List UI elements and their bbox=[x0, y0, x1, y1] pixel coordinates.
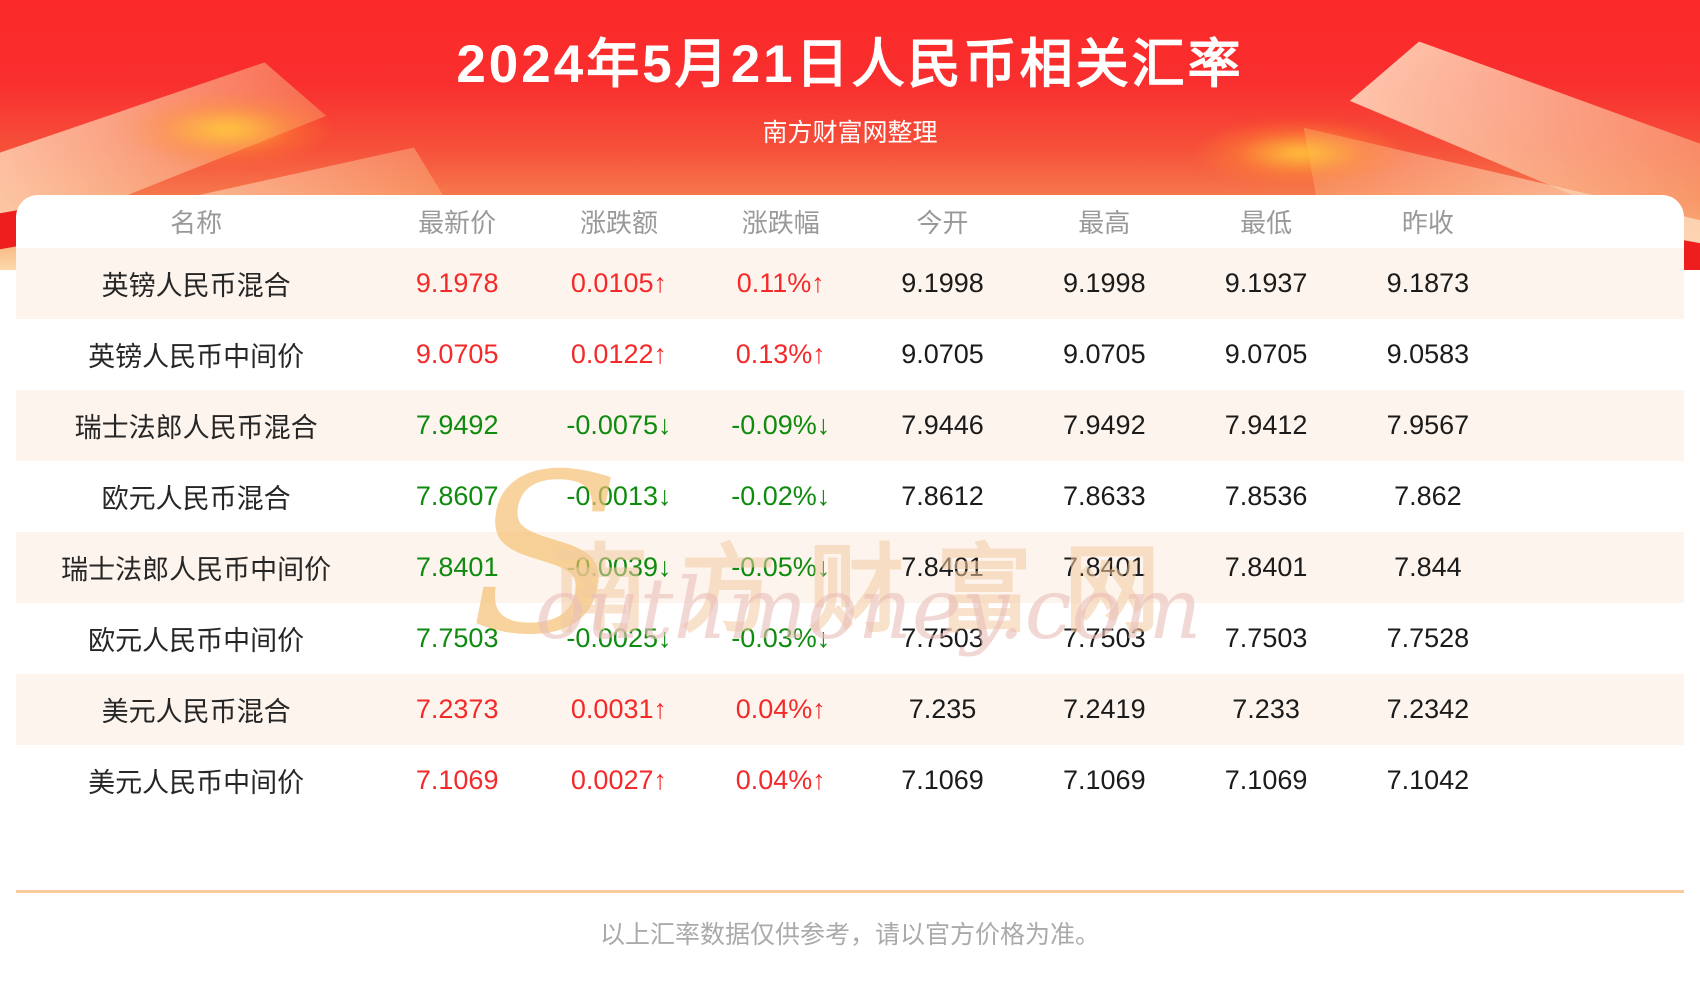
cell-low: 7.8536 bbox=[1224, 481, 1308, 511]
cell-change: 0.0105↑ bbox=[570, 268, 667, 298]
table-row: 美元人民币中间价 7.1069 0.0027↑ 0.04%↑ 7.1069 7.… bbox=[16, 745, 1684, 816]
column-header-name: 名称 bbox=[170, 208, 223, 238]
cell-change: 0.0027↑ bbox=[570, 765, 667, 795]
cell-latest: 9.1978 bbox=[415, 268, 499, 298]
cell-name: 瑞士法郎人民币中间价 bbox=[61, 555, 332, 585]
cell-latest: 7.7503 bbox=[415, 623, 499, 653]
cell-name: 美元人民币中间价 bbox=[88, 768, 305, 798]
cell-prev-close: 7.862 bbox=[1394, 481, 1462, 511]
cell-name: 欧元人民币混合 bbox=[101, 484, 291, 514]
cell-prev-close: 9.1873 bbox=[1386, 268, 1470, 298]
table-row: 欧元人民币混合 7.8607 -0.0013↓ -0.02%↓ 7.8612 7… bbox=[16, 461, 1684, 532]
cell-low: 7.7503 bbox=[1224, 623, 1308, 653]
cell-open: 7.8612 bbox=[901, 481, 984, 511]
page-title: 2024年5月21日人民币相关汇率 bbox=[456, 35, 1244, 94]
gold-glow-right bbox=[1190, 118, 1410, 188]
cell-change: -0.0013↓ bbox=[566, 481, 672, 511]
cell-high: 7.8401 bbox=[1063, 552, 1146, 582]
cell-open: 7.235 bbox=[908, 694, 977, 724]
cell-open: 9.0705 bbox=[901, 339, 984, 369]
cell-latest: 7.1069 bbox=[415, 765, 499, 795]
cell-change-pct: -0.02%↓ bbox=[731, 481, 831, 511]
table-header-row: 名称 最新价 涨跌额 涨跌幅 今开 最高 最低 昨收 bbox=[16, 195, 1684, 248]
cell-prev-close: 7.844 bbox=[1394, 552, 1462, 582]
cell-latest: 7.8607 bbox=[415, 481, 499, 511]
cell-change-pct: 0.11%↑ bbox=[736, 268, 825, 298]
cell-latest: 7.8401 bbox=[415, 552, 499, 582]
column-header-high: 最高 bbox=[1078, 208, 1131, 238]
disclaimer-note: 以上汇率数据仅供参考，请以官方价格为准。 bbox=[16, 890, 1684, 951]
cell-high: 9.1998 bbox=[1063, 268, 1146, 298]
cell-change: -0.0025↓ bbox=[566, 623, 672, 653]
table-row: 美元人民币混合 7.2373 0.0031↑ 0.04%↑ 7.235 7.24… bbox=[16, 674, 1684, 745]
cell-high: 7.2419 bbox=[1063, 694, 1146, 724]
cell-high: 7.8633 bbox=[1063, 481, 1146, 511]
cell-change-pct: 0.13%↑ bbox=[735, 339, 826, 369]
cell-open: 7.9446 bbox=[901, 410, 984, 440]
cell-prev-close: 9.0583 bbox=[1386, 339, 1470, 369]
cell-high: 9.0705 bbox=[1063, 339, 1146, 369]
page-subtitle: 南方财富网整理 bbox=[762, 119, 938, 147]
cell-prev-close: 7.7528 bbox=[1386, 623, 1470, 653]
cell-high: 7.1069 bbox=[1063, 765, 1146, 795]
cell-change: 0.0122↑ bbox=[570, 339, 667, 369]
cell-low: 7.233 bbox=[1232, 694, 1300, 724]
cell-latest: 9.0705 bbox=[415, 339, 499, 369]
cell-change-pct: -0.09%↓ bbox=[731, 410, 831, 440]
cell-prev-close: 7.2342 bbox=[1386, 694, 1470, 724]
cell-change: -0.0075↓ bbox=[566, 410, 672, 440]
cell-change: 0.0031↑ bbox=[570, 694, 667, 724]
cell-high: 7.7503 bbox=[1063, 623, 1146, 653]
cell-low: 7.8401 bbox=[1224, 552, 1308, 582]
cell-change: -0.0039↓ bbox=[566, 552, 672, 582]
cell-low: 9.0705 bbox=[1224, 339, 1308, 369]
table-row: 欧元人民币中间价 7.7503 -0.0025↓ -0.03%↓ 7.7503 … bbox=[16, 603, 1684, 674]
cell-prev-close: 7.1042 bbox=[1386, 765, 1470, 795]
cell-change-pct: 0.04%↑ bbox=[735, 694, 826, 724]
cell-prev-close: 7.9567 bbox=[1386, 410, 1470, 440]
cell-low: 7.9412 bbox=[1224, 410, 1308, 440]
gold-glow-left bbox=[120, 92, 335, 167]
cell-high: 7.9492 bbox=[1063, 410, 1146, 440]
cell-change-pct: -0.03%↓ bbox=[731, 623, 831, 653]
column-header-prev-close: 昨收 bbox=[1401, 208, 1454, 238]
cell-latest: 7.9492 bbox=[415, 410, 499, 440]
cell-name: 欧元人民币中间价 bbox=[88, 626, 305, 656]
cell-open: 9.1998 bbox=[901, 268, 984, 298]
column-header-latest: 最新价 bbox=[418, 208, 497, 238]
column-header-open: 今开 bbox=[916, 208, 969, 238]
table-row: 英镑人民币中间价 9.0705 0.0122↑ 0.13%↑ 9.0705 9.… bbox=[16, 319, 1684, 390]
cell-open: 7.7503 bbox=[901, 623, 984, 653]
column-header-change: 涨跌额 bbox=[579, 208, 658, 238]
cell-change-pct: -0.05%↓ bbox=[731, 552, 831, 582]
cell-name: 英镑人民币中间价 bbox=[88, 342, 305, 372]
cell-low: 9.1937 bbox=[1224, 268, 1308, 298]
column-header-change-pct: 涨跌幅 bbox=[741, 208, 820, 238]
cell-open: 7.8401 bbox=[901, 552, 984, 582]
table-row: 瑞士法郎人民币混合 7.9492 -0.0075↓ -0.09%↓ 7.9446… bbox=[16, 390, 1684, 461]
cell-latest: 7.2373 bbox=[415, 694, 499, 724]
cell-name: 瑞士法郎人民币混合 bbox=[74, 413, 318, 443]
cell-open: 7.1069 bbox=[901, 765, 984, 795]
table-row: 英镑人民币混合 9.1978 0.0105↑ 0.11%↑ 9.1998 9.1… bbox=[16, 248, 1684, 319]
cell-change-pct: 0.04%↑ bbox=[735, 765, 826, 795]
cell-name: 美元人民币混合 bbox=[101, 697, 291, 727]
table-row: 瑞士法郎人民币中间价 7.8401 -0.0039↓ -0.05%↓ 7.840… bbox=[16, 532, 1684, 603]
cell-name: 英镑人民币混合 bbox=[101, 271, 291, 301]
table-body: 英镑人民币混合 9.1978 0.0105↑ 0.11%↑ 9.1998 9.1… bbox=[16, 248, 1684, 816]
column-header-low: 最低 bbox=[1240, 208, 1293, 238]
rates-table-card: 名称 最新价 涨跌额 涨跌幅 今开 最高 最低 昨收 英镑人民币混合 9.197… bbox=[16, 195, 1684, 1000]
cell-low: 7.1069 bbox=[1224, 765, 1308, 795]
